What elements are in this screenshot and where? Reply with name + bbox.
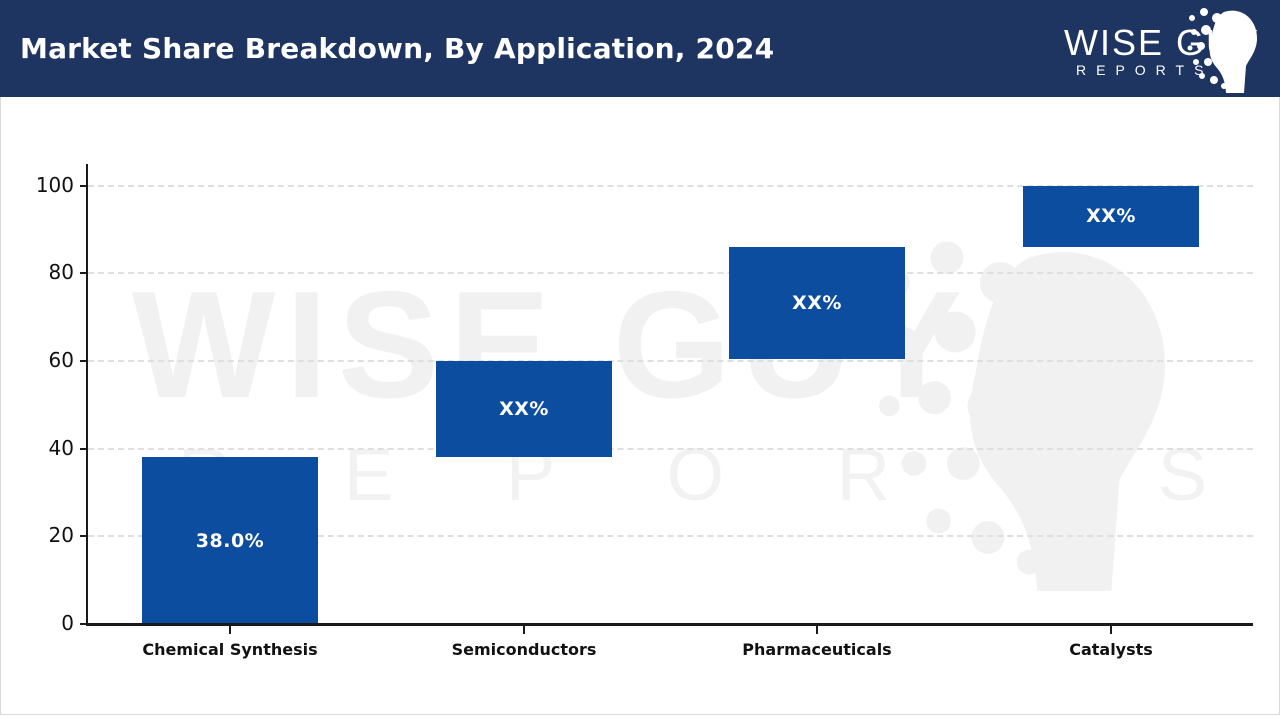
header-band: Market Share Breakdown, By Application, … xyxy=(0,0,1280,97)
watermark-head-icon xyxy=(879,241,1165,591)
x-tick xyxy=(523,626,525,634)
y-tick xyxy=(80,535,88,538)
y-tick xyxy=(80,359,88,362)
gridline xyxy=(88,184,1253,187)
bar-value-label: XX% xyxy=(1086,205,1136,228)
category-label: Catalysts xyxy=(1069,640,1153,659)
logo-reports-text: REPORTS xyxy=(1076,62,1214,78)
y-tick xyxy=(80,447,88,450)
x-tick xyxy=(816,626,818,634)
bar: 38.0% xyxy=(142,457,318,624)
y-axis-spine xyxy=(86,163,88,626)
bar: XX% xyxy=(729,246,905,359)
y-tick-label: 20 xyxy=(48,523,74,548)
frame-border-bottom xyxy=(0,714,1280,715)
bar-value-label: XX% xyxy=(792,291,842,314)
gridline xyxy=(88,359,1253,362)
gridline xyxy=(88,272,1253,275)
frame-border-left xyxy=(0,97,1,715)
wise-guy-reports-logo: WISE GUY REPORTS xyxy=(1020,0,1270,97)
x-tick xyxy=(1110,626,1112,634)
bar-value-label: XX% xyxy=(499,398,549,421)
y-tick xyxy=(80,272,88,275)
dotted-head-icon xyxy=(1187,8,1258,93)
category-label: Chemical Synthesis xyxy=(142,640,318,659)
y-tick-label: 40 xyxy=(48,435,74,460)
category-label: Pharmaceuticals xyxy=(742,640,892,659)
x-tick xyxy=(229,626,231,634)
y-tick-label: 60 xyxy=(48,347,74,372)
y-tick-label: 100 xyxy=(35,172,74,197)
y-tick-label: 80 xyxy=(48,260,74,285)
page-title: Market Share Breakdown, By Application, … xyxy=(20,32,775,65)
gridline xyxy=(88,447,1253,450)
y-tick-label: 0 xyxy=(61,611,74,635)
gridline xyxy=(88,535,1253,538)
bar: XX% xyxy=(1023,185,1199,247)
bar-value-label: 38.0% xyxy=(195,529,265,552)
y-tick xyxy=(80,184,88,187)
x-axis-spine xyxy=(86,623,1253,626)
category-label: Semiconductors xyxy=(451,640,597,659)
bar: XX% xyxy=(436,360,612,458)
y-tick xyxy=(80,623,88,625)
